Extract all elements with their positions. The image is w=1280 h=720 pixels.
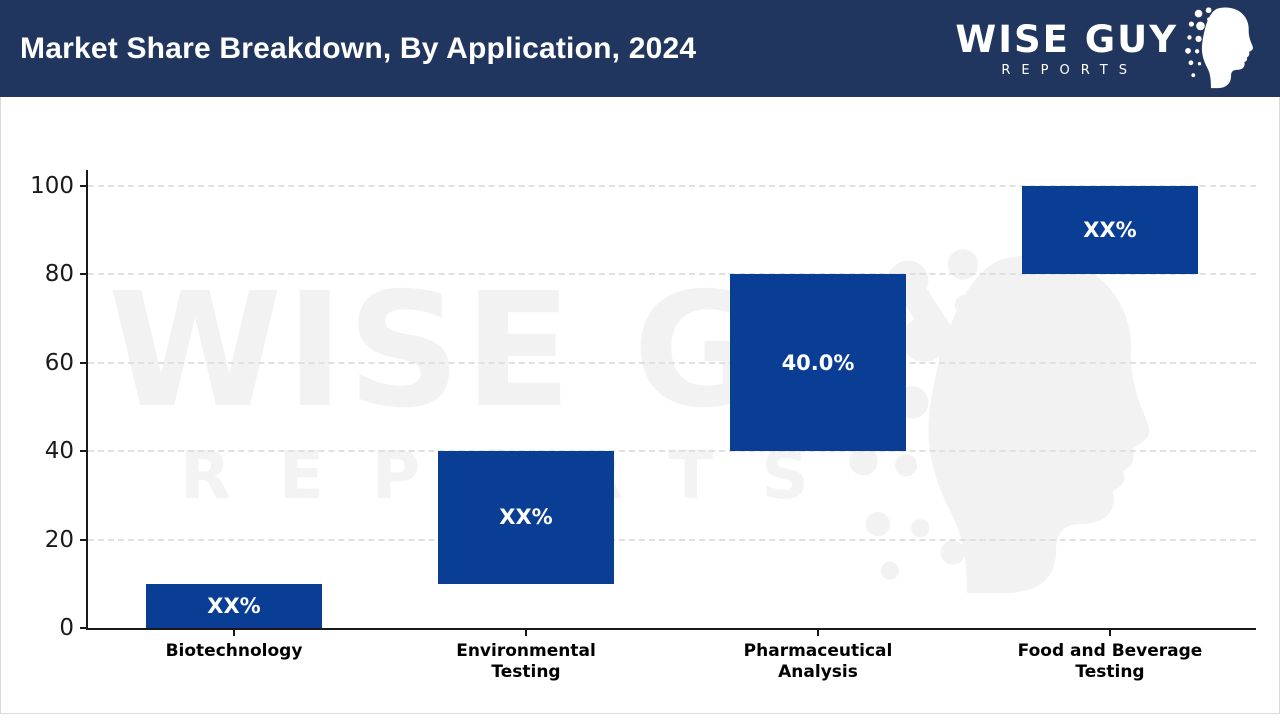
y-tick-label: 40 [44, 438, 74, 465]
y-tick [80, 185, 88, 187]
x-tick-label: Environmental Testing [456, 641, 596, 682]
y-tick [80, 361, 88, 364]
y-gridline [88, 185, 1256, 187]
data-bar: XX% [1022, 186, 1198, 275]
data-bar: XX% [146, 583, 322, 628]
x-tick-label: Pharmaceutical Analysis [743, 641, 893, 682]
watermark-head-icon [845, 228, 1170, 597]
y-tick [80, 538, 88, 541]
y-tick-label: 20 [44, 526, 74, 553]
y-tick-label: 80 [44, 261, 74, 288]
y-gridline [88, 361, 1256, 364]
x-tick-label: Food and Beverage Testing [1017, 641, 1203, 682]
logo-subtitle: REPORTS [1001, 62, 1138, 78]
y-tick-label: 0 [59, 615, 74, 641]
y-axis-line [86, 170, 88, 630]
header-bar: Market Share Breakdown, By Application, … [0, 0, 1280, 97]
y-tick [80, 450, 88, 453]
data-bar: 40.0% [730, 274, 906, 452]
y-gridline [88, 538, 1256, 541]
x-axis-line [86, 628, 1256, 630]
x-tick [525, 628, 527, 636]
bar-value-label: XX% [499, 505, 553, 530]
x-tick [1109, 628, 1111, 636]
data-bar: XX% [438, 451, 614, 584]
y-tick-label: 100 [30, 173, 74, 199]
y-tick [80, 273, 88, 276]
bar-value-label: 40.0% [781, 350, 855, 375]
logo-text: WISE GUY REPORTS [955, 21, 1178, 77]
bar-value-label: XX% [207, 593, 261, 618]
x-tick [817, 628, 819, 636]
wise-guy-logo: WISE GUY REPORTS [955, 4, 1260, 94]
page-title: Market Share Breakdown, By Application, … [20, 31, 697, 65]
y-tick-label: 60 [44, 349, 74, 376]
y-gridline [88, 450, 1256, 453]
x-tick [233, 628, 235, 636]
bar-value-label: XX% [1083, 218, 1137, 243]
y-tick [80, 627, 88, 629]
logo-head-icon [1182, 4, 1260, 94]
y-gridline [88, 273, 1256, 276]
x-tick-label: Biotechnology [165, 641, 303, 661]
logo-wordmark: WISE GUY [955, 17, 1178, 61]
